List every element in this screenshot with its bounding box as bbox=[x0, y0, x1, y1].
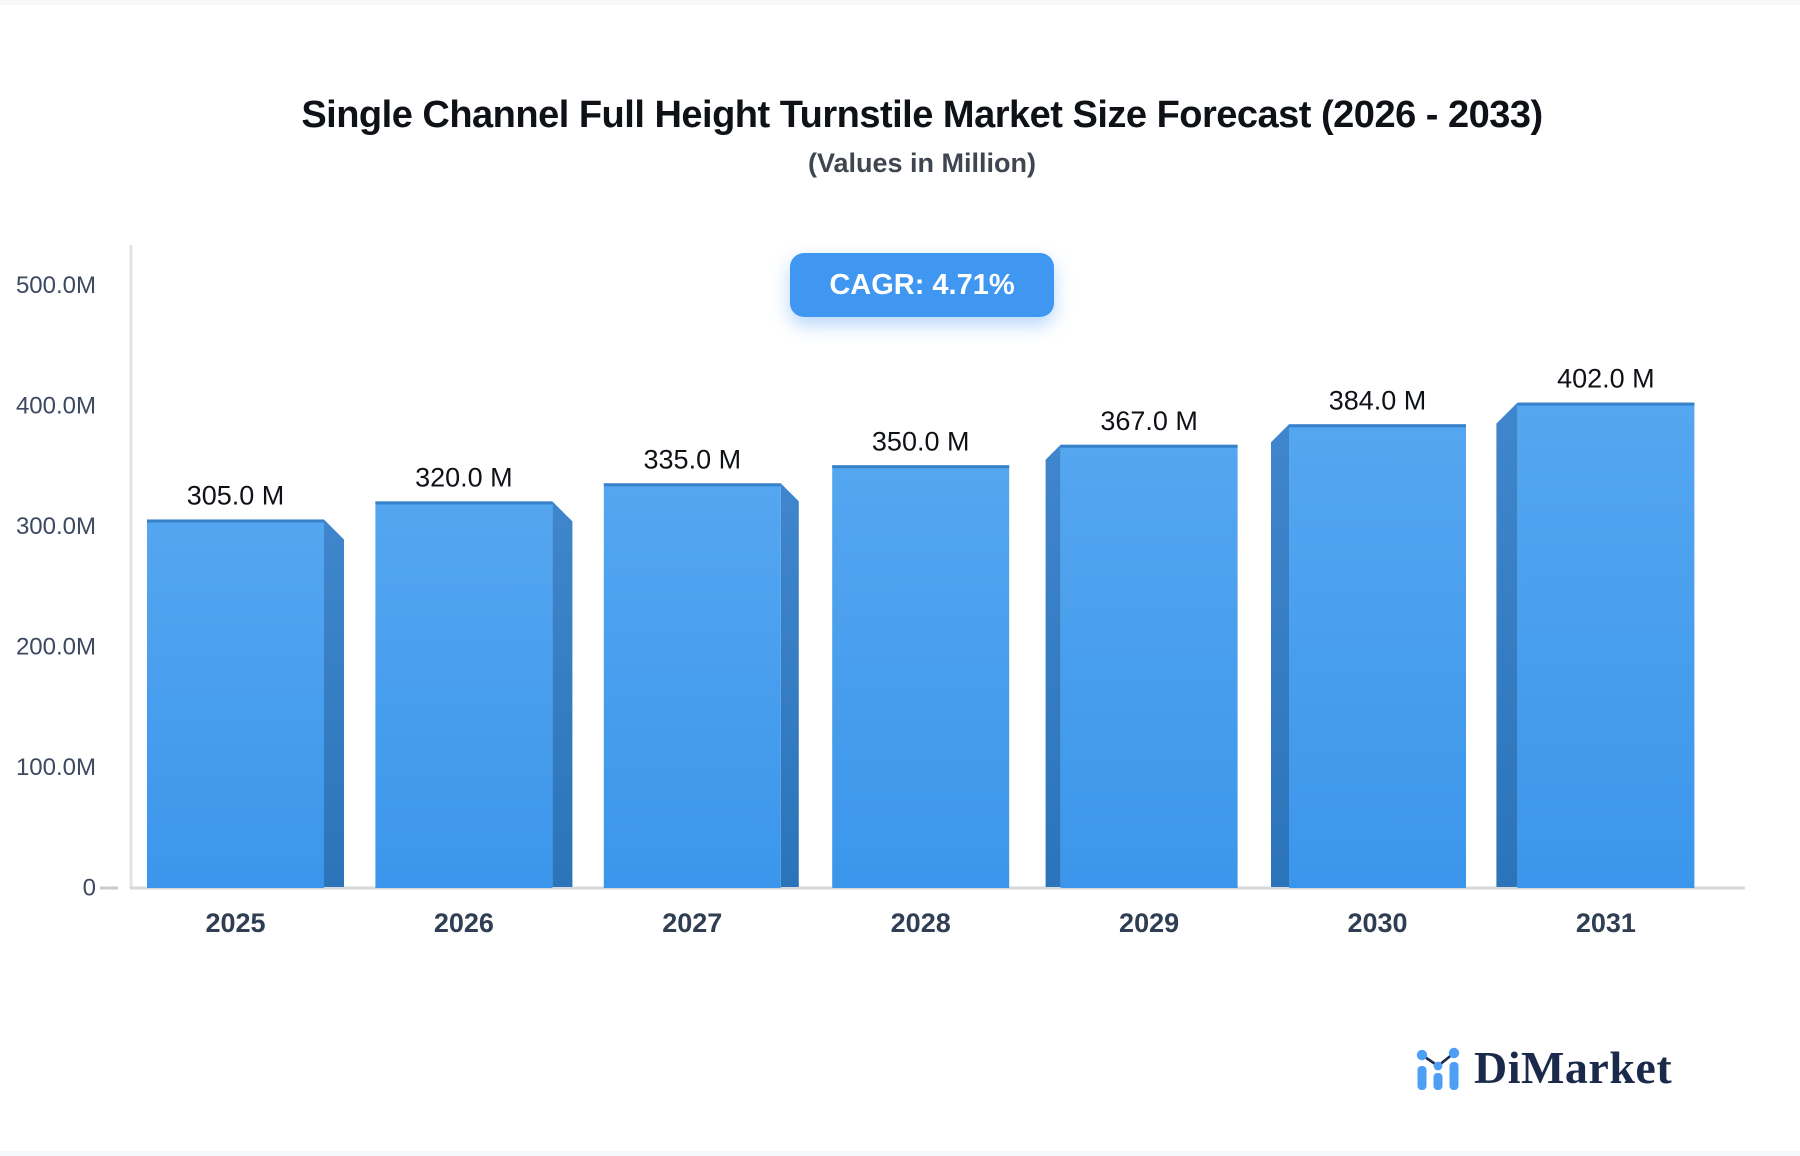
bar-2027[interactable] bbox=[603, 483, 799, 888]
mini-bar-chart-icon bbox=[1416, 1047, 1460, 1090]
bar-2030[interactable] bbox=[1271, 424, 1466, 888]
page-edge-bottom bbox=[0, 1151, 1800, 1156]
y-axis-tick-label: 300.0M bbox=[16, 513, 96, 540]
x-axis-label-2030: 2030 bbox=[1347, 908, 1407, 938]
x-axis-label-2028: 2028 bbox=[891, 908, 951, 938]
logo-text: DiMarket bbox=[1474, 1041, 1673, 1093]
bar-2025[interactable] bbox=[147, 519, 344, 888]
dimarket-logo: DiMarket bbox=[1415, 1038, 1672, 1096]
x-axis-label-2031: 2031 bbox=[1576, 908, 1636, 938]
bar-front-face bbox=[147, 519, 324, 888]
chart-title: Single Channel Full Height Turnstile Mar… bbox=[301, 94, 1543, 136]
bar-value-label: 402.0 M bbox=[1557, 364, 1655, 394]
bar-side-face bbox=[1496, 402, 1518, 887]
y-axis-tick-label: 500.0M bbox=[16, 272, 96, 299]
bar-2026[interactable] bbox=[375, 501, 573, 888]
bar-top-edge bbox=[1060, 444, 1238, 448]
bar-front-face bbox=[832, 465, 1010, 888]
bar-side-face bbox=[1271, 424, 1289, 887]
bar-value-label: 305.0 M bbox=[187, 480, 285, 510]
bar-top-edge bbox=[1289, 424, 1466, 428]
bar-top-edge bbox=[147, 519, 324, 523]
bar-top-edge bbox=[375, 501, 553, 505]
bar-side-face bbox=[552, 501, 573, 887]
bar-value-label: 320.0 M bbox=[415, 462, 513, 492]
bar-2029[interactable] bbox=[1045, 444, 1238, 888]
bar-front-face bbox=[1060, 444, 1238, 888]
page-edge-top bbox=[0, 0, 1800, 5]
x-axis-label-2025: 2025 bbox=[205, 908, 265, 938]
bar-side-face bbox=[1045, 444, 1061, 887]
bar-value-label: 350.0 M bbox=[872, 426, 970, 456]
bar-2031[interactable] bbox=[1496, 402, 1695, 888]
y-axis-tick-label: 400.0M bbox=[16, 393, 96, 420]
bar-front-face bbox=[375, 501, 553, 888]
x-axis-label-2026: 2026 bbox=[434, 908, 494, 938]
y-axis-tick-label: 100.0M bbox=[16, 754, 96, 781]
x-axis-label-2027: 2027 bbox=[662, 908, 722, 938]
bar-front-face bbox=[603, 483, 781, 888]
cagr-badge: CAGR: 4.71% bbox=[790, 253, 1054, 317]
bar-2028[interactable] bbox=[832, 465, 1010, 888]
bar-side-face bbox=[324, 519, 344, 887]
y-axis-tick-label: 200.0M bbox=[16, 634, 96, 661]
bar-front-face bbox=[1289, 424, 1466, 888]
bar-side-face bbox=[780, 483, 799, 887]
bar-value-label: 367.0 M bbox=[1100, 406, 1198, 436]
bar-value-label: 335.0 M bbox=[644, 444, 742, 474]
bar-top-edge bbox=[603, 483, 781, 487]
bar-value-label: 384.0 M bbox=[1329, 385, 1427, 415]
bar-front-face bbox=[1517, 402, 1695, 888]
bar-top-edge bbox=[832, 465, 1010, 469]
x-axis-label-2029: 2029 bbox=[1119, 908, 1179, 938]
chart-subtitle: (Values in Million) bbox=[807, 148, 1037, 178]
bar-top-edge bbox=[1517, 402, 1695, 406]
y-axis-tick-label: 0 bbox=[83, 875, 96, 902]
